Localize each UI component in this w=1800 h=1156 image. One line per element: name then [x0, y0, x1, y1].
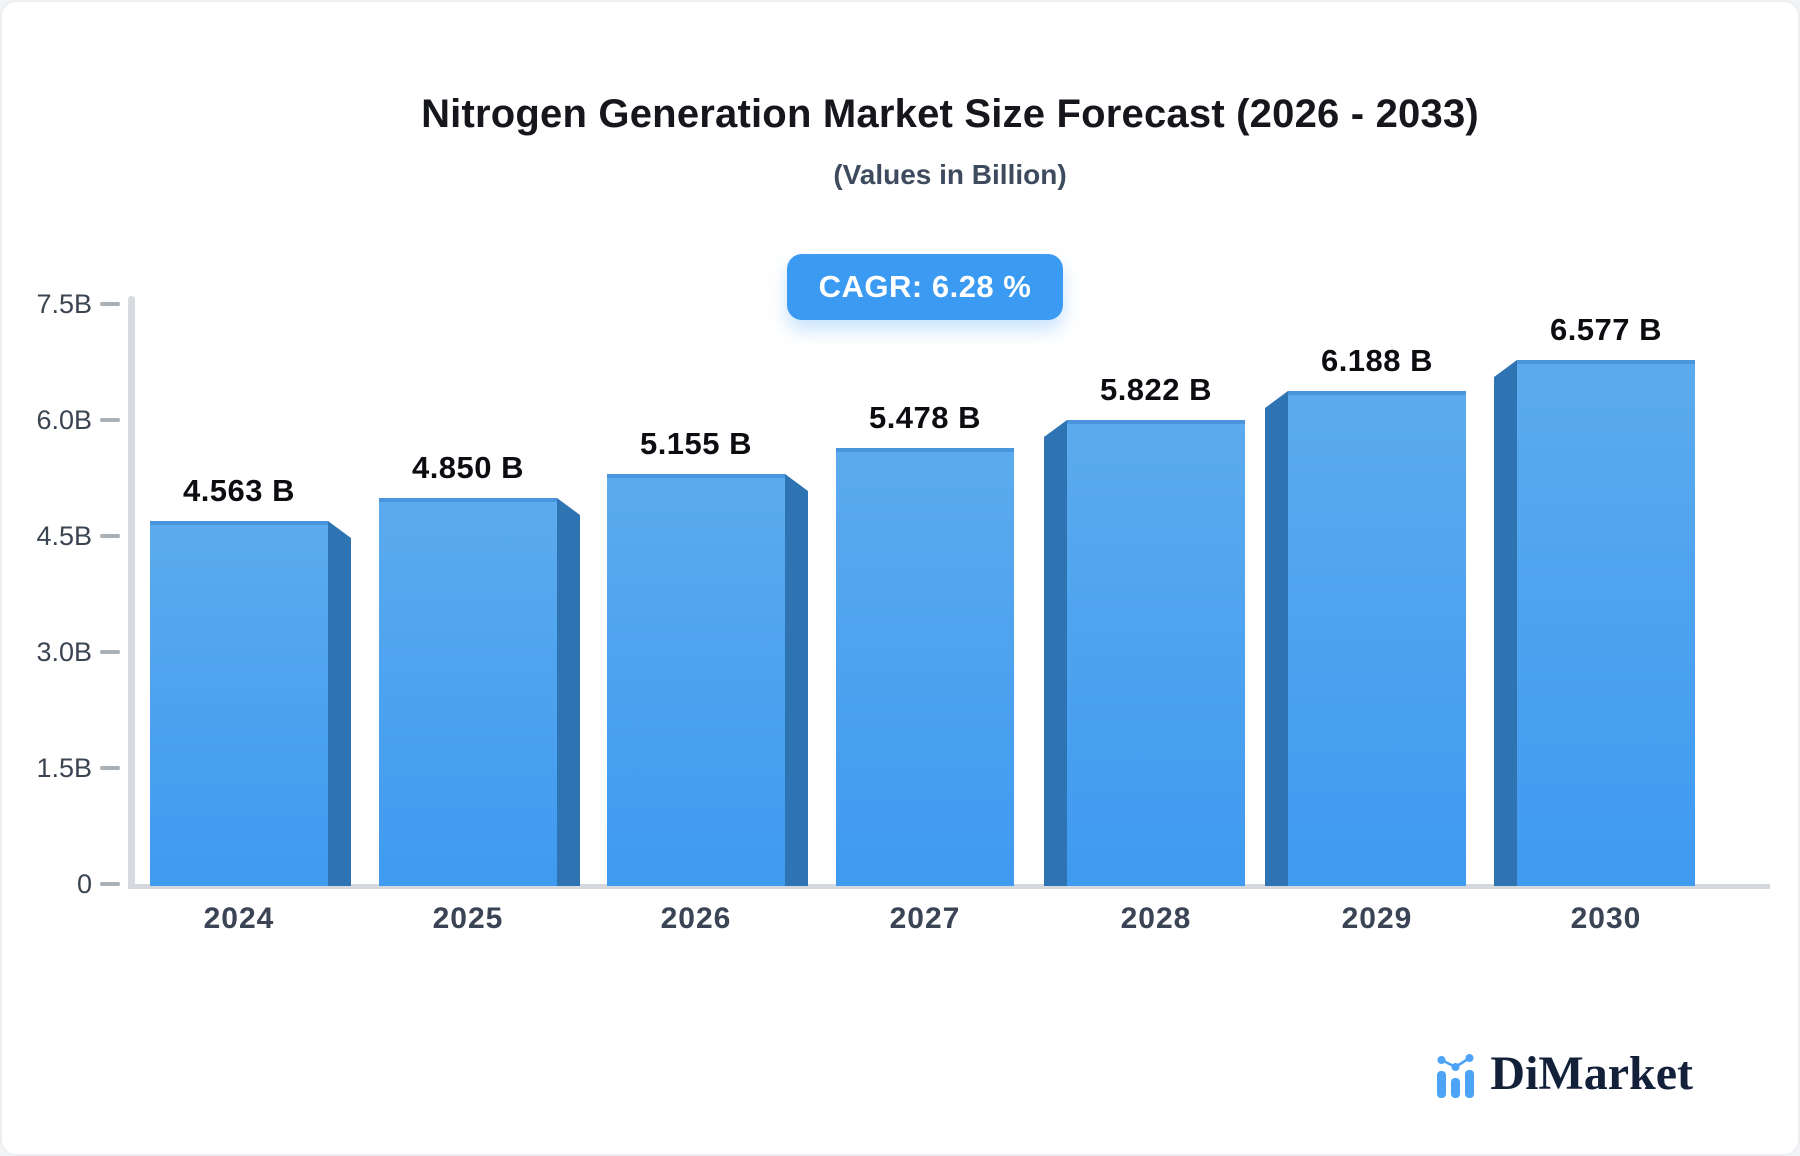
y-tick-mark	[100, 766, 120, 770]
bar-2026	[607, 474, 785, 886]
bar-2024	[150, 521, 328, 886]
bar-value-label-2024: 4.563 B	[182, 473, 296, 508]
y-tick-mark	[100, 302, 120, 307]
x-category-label-2027: 2027	[889, 902, 961, 935]
bar-value-label-2026: 5.155 B	[639, 426, 753, 461]
y-tick-label: 4.5B	[36, 521, 92, 551]
bar-2025	[379, 498, 557, 886]
chart-subtitle: (Values in Billion)	[833, 159, 1067, 190]
bar-2030	[1517, 360, 1695, 886]
y-axis-line	[128, 296, 135, 888]
bar-2029	[1288, 391, 1466, 886]
y-tick-mark	[100, 650, 120, 654]
y-tick-label: 6.0B	[36, 405, 92, 436]
bar-2027	[836, 448, 1014, 886]
chart-header: Nitrogen Generation Market Size Forecast…	[130, 92, 1770, 191]
brand-logo: DiMarket	[1434, 1050, 1693, 1098]
bar-value-label-2028: 5.822 B	[1099, 372, 1213, 407]
bar-value-label-2029: 6.188 B	[1320, 343, 1434, 378]
x-category-label-2026: 2026	[660, 902, 732, 935]
bar-side-face-2026	[785, 474, 808, 886]
cagr-badge-label: CAGR: 6.28 %	[818, 269, 1032, 304]
y-tick-label: 0	[76, 869, 92, 899]
x-category-label-2028: 2028	[1120, 902, 1192, 935]
y-tick-label: 1.5B	[36, 753, 92, 783]
bar-side-face-2028	[1044, 420, 1067, 886]
bar-value-label-2027: 5.478 B	[868, 400, 982, 435]
bar-side-face-2030	[1494, 360, 1517, 886]
y-tick-label: 3.0B	[36, 637, 92, 667]
brand-name: DiMarket	[1490, 1047, 1693, 1100]
x-category-label-2024: 2024	[203, 902, 275, 935]
y-tick-mark	[100, 418, 120, 423]
chart-title: Nitrogen Generation Market Size Forecast…	[421, 92, 1479, 136]
y-tick-mark	[100, 882, 120, 886]
x-category-label-2025: 2025	[432, 902, 504, 935]
bar-value-label-2025: 4.850 B	[411, 450, 525, 485]
x-category-label-2029: 2029	[1341, 902, 1413, 935]
y-tick-label: 7.5B	[36, 289, 92, 320]
dimarket-bars-logo-icon	[1437, 1054, 1475, 1098]
bar-side-face-2024	[328, 521, 351, 886]
cagr-badge: CAGR: 6.28 %	[787, 254, 1063, 320]
bar-2028	[1067, 420, 1245, 886]
x-axis-baseline	[128, 884, 1770, 889]
x-category-label-2030: 2030	[1570, 902, 1642, 935]
bar-value-label-2030: 6.577 B	[1549, 312, 1663, 347]
bar-side-face-2025	[557, 498, 580, 886]
bar-side-face-2029	[1265, 391, 1288, 886]
y-tick-mark	[100, 534, 120, 538]
